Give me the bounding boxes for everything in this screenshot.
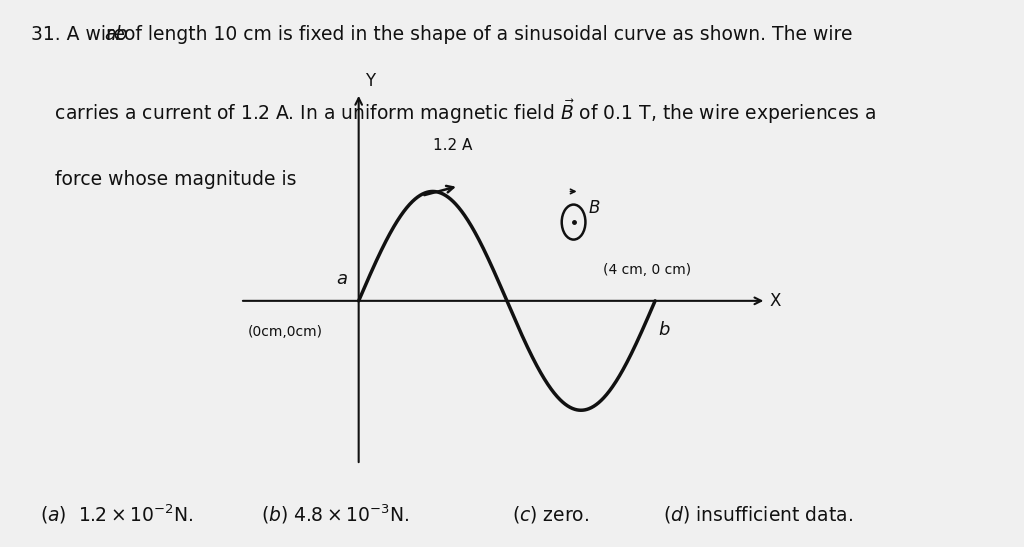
Text: Y: Y xyxy=(365,72,375,90)
Text: $(d)$ insufficient data.: $(d)$ insufficient data. xyxy=(663,504,853,525)
Text: 1.2 A: 1.2 A xyxy=(433,138,472,153)
Text: of length 10 cm is fixed in the shape of a sinusoidal curve as shown. The wire: of length 10 cm is fixed in the shape of… xyxy=(118,25,852,44)
Text: a: a xyxy=(337,270,347,288)
Text: X: X xyxy=(770,292,781,310)
Text: B: B xyxy=(589,199,600,217)
Text: force whose magnitude is: force whose magnitude is xyxy=(31,170,296,189)
Text: ab: ab xyxy=(104,25,128,44)
Text: $(c)$ zero.: $(c)$ zero. xyxy=(512,504,590,525)
Text: $(a)$  $1.2 \times 10^{-2}$N.: $(a)$ $1.2 \times 10^{-2}$N. xyxy=(40,503,195,526)
Text: $(b)$ $4.8 \times 10^{-3}$N.: $(b)$ $4.8 \times 10^{-3}$N. xyxy=(261,503,410,526)
Text: carries a current of 1.2 A. In a uniform magnetic field $\vec{B}$ of 0.1 T, the : carries a current of 1.2 A. In a uniform… xyxy=(31,97,876,126)
Text: (0cm,0cm): (0cm,0cm) xyxy=(248,325,323,339)
Text: (4 cm, 0 cm): (4 cm, 0 cm) xyxy=(603,263,691,277)
Text: 31. A wire: 31. A wire xyxy=(31,25,131,44)
Text: b: b xyxy=(658,321,670,339)
